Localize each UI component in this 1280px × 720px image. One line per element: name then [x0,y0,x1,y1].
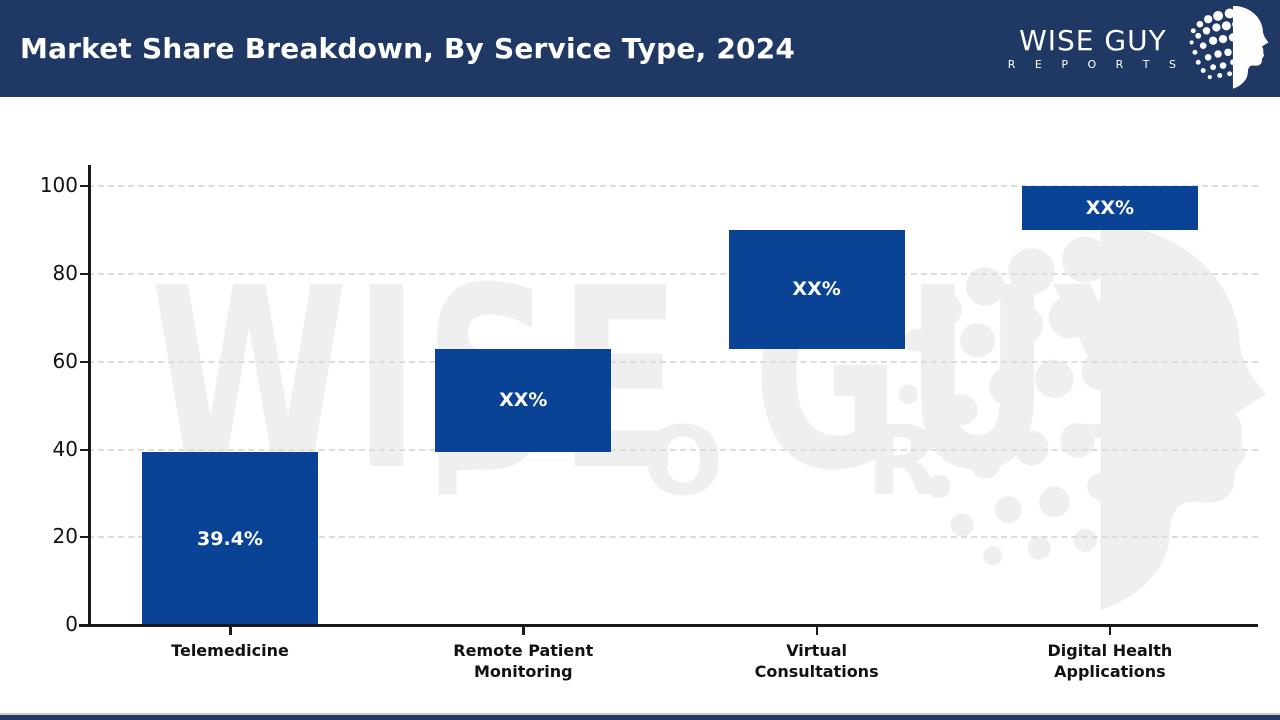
bar-value-label: XX% [499,389,548,412]
x-axis-tick [229,626,232,635]
x-axis-line [79,624,1258,627]
brand-name: WISE GUY [1019,24,1167,57]
x-axis-category-line: Consultations [754,662,879,681]
x-axis-tick [1108,626,1112,635]
plot-area: 0 20 40 60 80 100 39.4% Telemedicine XX% Remote P… [0,97,1280,713]
x-axis-category-label: Digital Health Applications [1048,640,1173,682]
gridline-20 [88,536,1258,539]
y-tick-label: 40 [52,436,78,461]
x-axis-category-line: Applications [1054,662,1166,681]
gridline-80 [88,273,1258,276]
y-tick-label: 80 [52,261,78,286]
x-axis-tick [522,626,525,635]
bar-telemedicine [142,452,318,625]
y-axis-tick [80,536,88,539]
x-axis-category-label: Virtual Consultations [755,640,879,682]
y-axis-tick [80,185,88,188]
y-tick-label: 20 [52,524,78,549]
y-axis-tick [80,360,88,363]
x-axis-category-line: Telemedicine [171,641,289,660]
dotted-head-profile-icon [1189,5,1269,89]
y-axis-tick [80,273,88,276]
x-axis-tick [815,626,819,635]
bar-value-label: XX% [1085,197,1135,220]
x-axis-category-label: Remote Patient Monitoring [453,640,593,682]
x-axis-category-line: Remote Patient [453,641,594,660]
brand-logo: WISE GUY R E P O R T S [1002,5,1280,92]
gridline-40 [88,448,1258,451]
bar-remote-patient-monitoring [435,348,612,453]
x-axis-category-line: Digital Health [1047,641,1173,660]
brand-subname: R E P O R T S [1007,58,1184,71]
page-title: Market Share Breakdown, By Service Type,… [20,32,796,65]
x-axis-category-line: Monitoring [473,662,573,681]
x-axis-category-line: Virtual [786,641,847,660]
x-axis-category-label: Telemedicine [171,640,289,661]
footer-bar [0,713,1280,720]
bar-virtual-consultations [728,230,905,349]
y-tick-label: 100 [39,173,78,198]
y-axis-line [88,165,91,627]
y-tick-label: 60 [52,348,78,373]
y-tick-label: 0 [65,612,78,636]
gridline-60 [88,360,1258,363]
bar-digital-health-applications [1021,186,1198,231]
brand-logo-text: WISE GUY R E P O R T S [1002,24,1184,72]
gridline-100 [88,185,1258,188]
bar-value-label: 39.4% [197,527,263,550]
y-axis-tick [80,448,88,451]
header-bar: Market Share Breakdown, By Service Type,… [0,0,1280,97]
bar-value-label: XX% [792,278,841,301]
